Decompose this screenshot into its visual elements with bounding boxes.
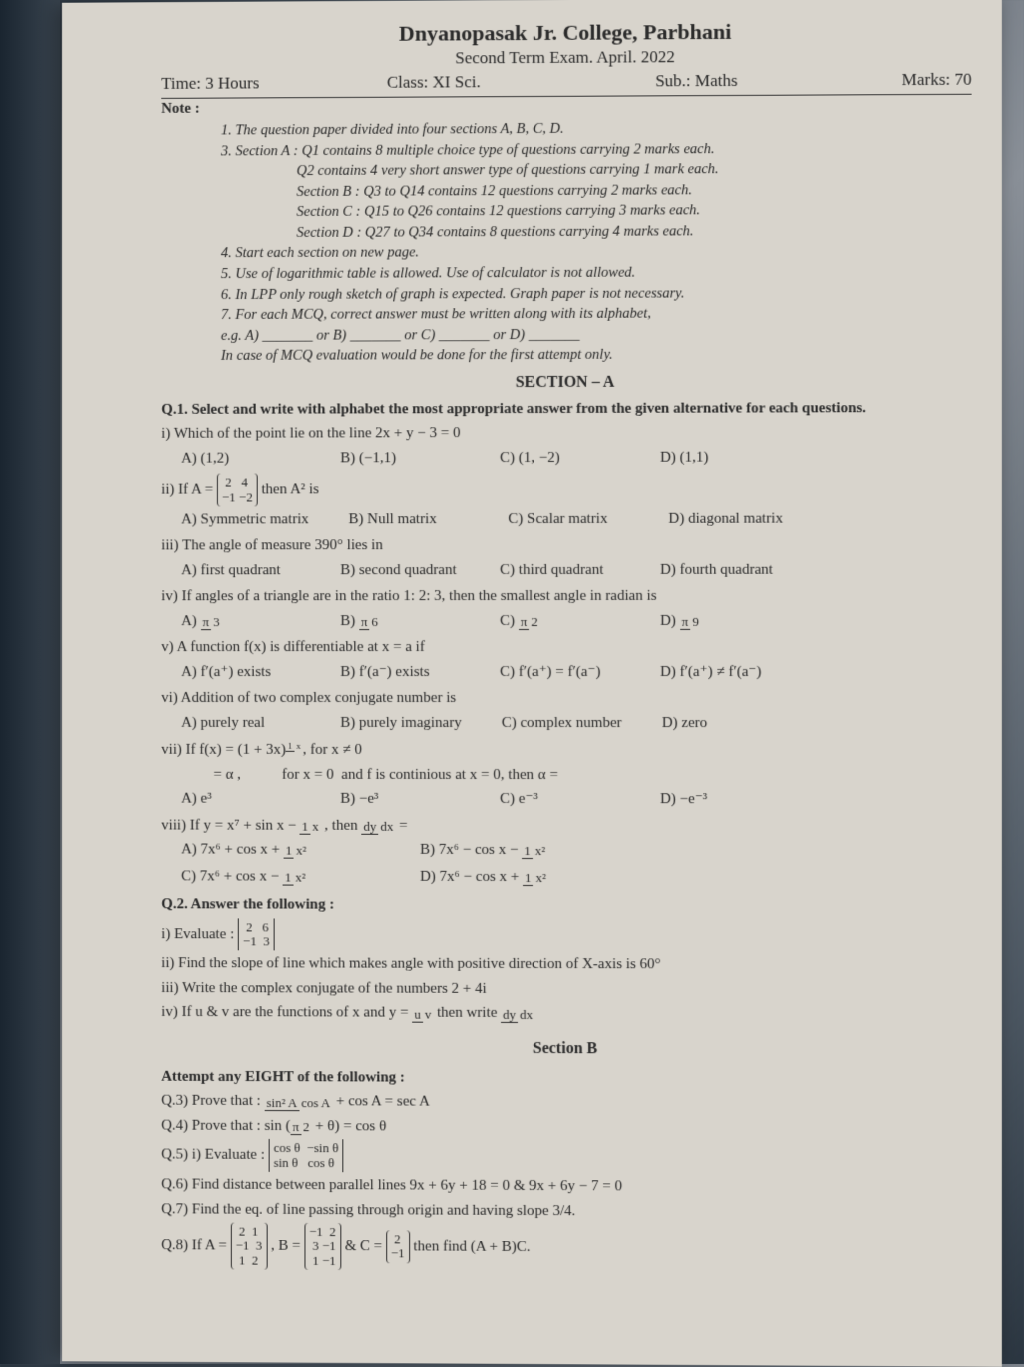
q1-iv: iv) If angles of a triangle are in the r… <box>161 585 971 608</box>
option-b: B) 7x⁶ − cos x − 1x² <box>420 839 620 862</box>
option-b: B) f′(a⁻) exists <box>340 661 460 683</box>
q1-ii-options: A) Symmetric matrix B) Null matrix C) Sc… <box>181 507 972 531</box>
q1-v-options: A) f′(a⁺) exists B) f′(a⁻) exists C) f′(… <box>181 661 972 684</box>
note-item: 4. Start each section on new page. <box>221 242 972 264</box>
q1-vii-options: A) e³ B) −e³ C) e⁻³ D) −e⁻³ <box>181 788 972 811</box>
option-d: D) π9 <box>660 610 780 633</box>
matrix-B: −1 2 3 −1 1 −1 <box>304 1223 341 1270</box>
option-b: B) (−1,1) <box>340 447 460 470</box>
determinant: cos θ −sin θsin θ cos θ <box>269 1139 344 1172</box>
note-item: 7. For each MCQ, correct answer must be … <box>221 304 972 326</box>
q8: Q.8) If A = 2 1−1 3 1 2 , B = −1 2 3 −1 … <box>161 1222 971 1273</box>
option-d: D) (1,1) <box>660 446 780 469</box>
photo-background-edge <box>0 0 60 1364</box>
determinant: 2 6−1 3 <box>238 918 275 951</box>
q1-vii: vii) If f(x) = (1 + 3x)1x, for x ≠ 0 <box>161 738 971 762</box>
option-d: D) f′(a⁺) ≠ f′(a⁻) <box>660 661 780 684</box>
header-info-row: Time: 3 Hours Class: XI Sci. Sub.: Maths… <box>161 70 971 99</box>
option-c: C) complex number <box>502 712 622 735</box>
option-c: C) (1, −2) <box>500 447 620 470</box>
option-d: D) zero <box>662 712 782 735</box>
option-c: C) Scalar matrix <box>508 508 628 531</box>
note-subitem: Section B : Q3 to Q14 contains 12 questi… <box>221 180 972 203</box>
notes-block: 1. The question paper divided into four … <box>161 118 971 367</box>
q2-i: i) Evaluate : 2 6−1 3 <box>161 918 971 952</box>
option-b: B) −e³ <box>340 788 460 811</box>
note-item: 5. Use of logarithmic table is allowed. … <box>221 262 972 284</box>
note-subitem: Q2 contains 4 very short answer type of … <box>221 159 972 182</box>
option-b: B) π6 <box>340 610 460 633</box>
option-c: C) f′(a⁺) = f′(a⁻) <box>500 661 620 684</box>
q1-iii: iii) The angle of measure 390° lies in <box>161 534 971 557</box>
option-a: A) π3 <box>181 610 300 633</box>
option-c: C) 7x⁶ + cos x − 1x² <box>181 865 380 888</box>
option-c: C) π2 <box>500 610 620 633</box>
q1-viii-options-row2: C) 7x⁶ + cos x − 1x² D) 7x⁶ − cos x + 1x… <box>181 865 972 889</box>
q2-iv: iv) If u & v are the functions of x and … <box>161 1001 971 1026</box>
q1-vi-options: A) purely real B) purely imaginary C) co… <box>181 712 972 735</box>
q2-ii: ii) Find the slope of line which makes a… <box>161 953 971 978</box>
q4: Q.4) Prove that : sin (π2 + θ) = cos θ <box>161 1115 971 1141</box>
exam-paper: Dnyanopasak Jr. College, Parbhani Second… <box>62 0 1002 1367</box>
marks-label: Marks: 70 <box>788 70 972 91</box>
q1-title: Q.1. Select and write with alphabet the … <box>161 397 971 421</box>
attempt-eight: Attempt any EIGHT of the following : <box>161 1066 971 1091</box>
q1-vi: vi) Addition of two complex conjugate nu… <box>161 687 971 710</box>
option-a: A) first quadrant <box>181 559 300 582</box>
option-a: A) Symmetric matrix <box>181 508 309 531</box>
q1-iv-options: A) π3 B) π6 C) π2 D) π9 <box>181 610 972 633</box>
note-item: 3. Section A : Q1 contains 8 multiple ch… <box>221 138 972 161</box>
exam-name: Second Term Exam. April. 2022 <box>161 46 971 70</box>
option-a: A) purely real <box>181 712 300 734</box>
option-b: B) second quadrant <box>340 559 460 582</box>
option-a: A) f′(a⁺) exists <box>181 661 300 683</box>
note-subitem: Section D : Q27 to Q34 contains 8 questi… <box>221 221 972 244</box>
note-item: 6. In LPP only rough sketch of graph is … <box>221 283 972 305</box>
option-c: C) third quadrant <box>500 559 620 582</box>
option-b: B) Null matrix <box>349 508 469 531</box>
subject-label: Sub.: Maths <box>525 71 788 92</box>
option-d: D) diagonal matrix <box>668 507 788 530</box>
q5: Q.5) i) Evaluate : cos θ −sin θsin θ cos… <box>161 1139 971 1175</box>
matrix-A: 2 1−1 3 1 2 <box>231 1223 268 1270</box>
q6: Q.6) Find distance between parallel line… <box>161 1173 971 1199</box>
note-item: In case of MCQ evaluation would be done … <box>221 345 972 367</box>
q1-vii-line2: = α , for x = 0 and f is continious at x… <box>161 764 971 787</box>
q2-title: Q.2. Answer the following : <box>161 894 971 918</box>
q1-i: i) Which of the point lie on the line 2x… <box>161 421 971 445</box>
note-heading: Note : <box>161 97 971 118</box>
option-d: D) 7x⁶ − cos x + 1x² <box>420 866 620 889</box>
question-block: Q.1. Select and write with alphabet the … <box>161 397 971 1274</box>
note-item: e.g. A) _______ or B) _______ or C) ____… <box>221 324 972 346</box>
q1-v: v) A function f(x) is differentiable at … <box>161 636 971 659</box>
college-name: Dnyanopasak Jr. College, Parbhani <box>161 17 971 48</box>
q1-iii-options: A) first quadrant B) second quadrant C) … <box>181 558 972 581</box>
q1-viii: viii) If y = x⁷ + sin x − 1x , then dydx… <box>161 814 971 838</box>
q7: Q.7) Find the eq. of line passing throug… <box>161 1198 971 1224</box>
option-d: D) −e⁻³ <box>660 788 780 811</box>
q1-viii-options-row1: A) 7x⁶ + cos x + 1x² B) 7x⁶ − cos x − 1x… <box>181 839 972 863</box>
matrix-C: 2−1 <box>386 1230 410 1263</box>
section-b-label: Section B <box>161 1036 971 1063</box>
note-item: 1. The question paper divided into four … <box>221 118 972 141</box>
option-a: A) e³ <box>181 788 300 811</box>
q2-iii: iii) Write the complex conjugate of the … <box>161 977 971 1002</box>
q3: Q.3) Prove that : sin² Acos A + cos A = … <box>161 1090 971 1115</box>
matrix-A: 2 4−1 −2 <box>217 474 258 507</box>
section-a-label: SECTION – A <box>161 373 971 393</box>
q1-ii: ii) If A = 2 4−1 −2 then A² is <box>161 472 971 506</box>
option-a: A) 7x⁶ + cos x + 1x² <box>181 839 380 862</box>
class-label: Class: XI Sci. <box>343 72 525 93</box>
option-a: A) (1,2) <box>181 447 300 470</box>
option-b: B) purely imaginary <box>340 712 461 735</box>
option-d: D) fourth quadrant <box>660 559 780 582</box>
q1-i-options: A) (1,2) B) (−1,1) C) (1, −2) D) (1,1) <box>181 446 972 470</box>
option-c: C) e⁻³ <box>500 788 620 811</box>
time-label: Time: 3 Hours <box>161 73 343 94</box>
note-subitem: Section C : Q15 to Q26 contains 12 quest… <box>221 200 972 223</box>
